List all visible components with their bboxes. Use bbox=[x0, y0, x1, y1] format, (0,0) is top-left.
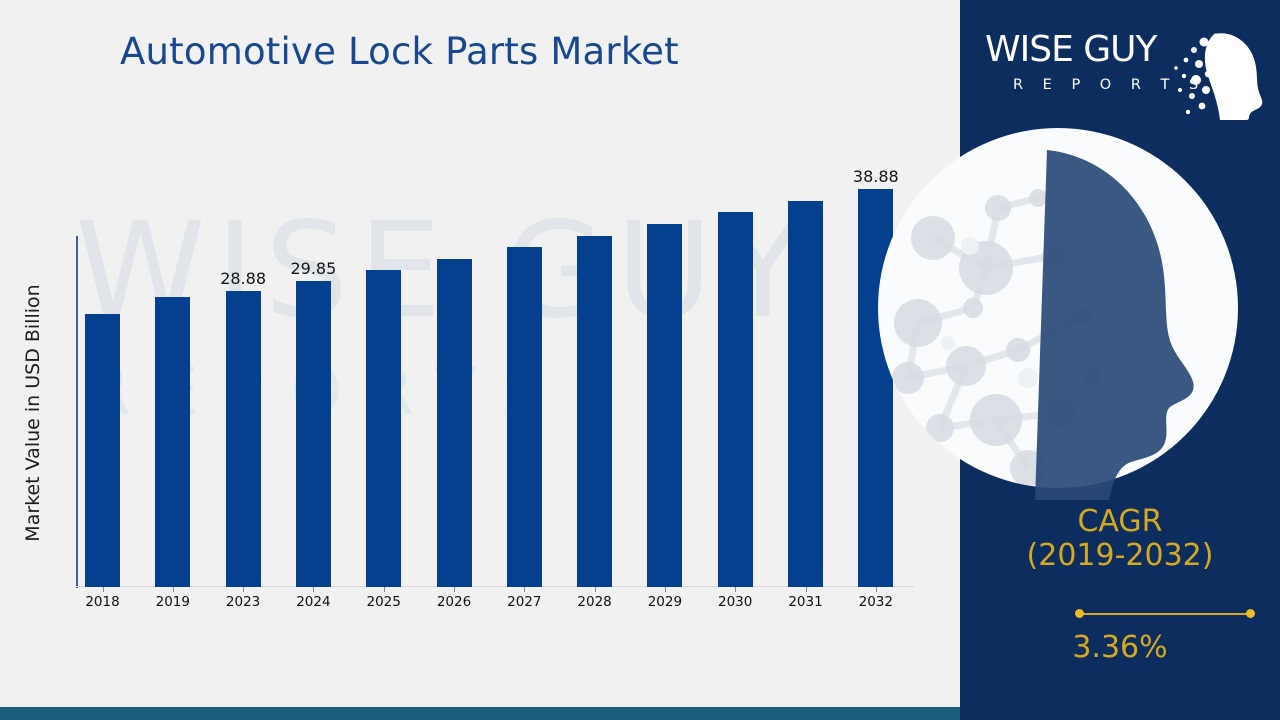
bar-value-label-2024: 29.85 bbox=[290, 259, 337, 279]
bar-2018 bbox=[85, 313, 120, 587]
logo-tagline: R E P O R T S bbox=[1013, 77, 1206, 93]
cagr-divider-dot-left bbox=[1075, 609, 1084, 618]
x-tick-label-2019: 2019 bbox=[155, 594, 190, 610]
cagr-block: CAGR (2019-2032) bbox=[960, 505, 1280, 572]
head-profile-icon bbox=[1035, 150, 1194, 500]
x-tick-mark-2032 bbox=[875, 587, 877, 592]
x-tick-mark-2027 bbox=[524, 587, 526, 592]
x-tick-label-2023: 2023 bbox=[225, 594, 261, 610]
x-tick-label-2028: 2028 bbox=[577, 594, 612, 610]
bar-plot: 2018 2019 28.88 2023 29.85 2024 2025 2026 2027 20… bbox=[85, 166, 899, 610]
x-tick-label-2030: 2030 bbox=[718, 594, 753, 610]
cagr-divider-line bbox=[1080, 613, 1250, 615]
y-axis-line bbox=[76, 236, 78, 588]
bar-2027 bbox=[506, 247, 542, 587]
bar-2031 bbox=[788, 201, 823, 587]
x-tick-label-2027: 2027 bbox=[507, 594, 542, 610]
bar-2030 bbox=[717, 212, 753, 587]
x-tick-label-2025: 2025 bbox=[366, 594, 401, 610]
x-axis-line bbox=[76, 586, 914, 587]
logo-wordmark: WISE GUY bbox=[985, 29, 1158, 70]
cagr-range: (2019-2032) bbox=[1026, 537, 1214, 573]
bar-2024 bbox=[295, 281, 331, 587]
x-tick-mark-2018 bbox=[102, 587, 104, 592]
cagr-divider bbox=[1075, 609, 1255, 618]
chart-panel: Automotive Lock Parts Market WISE GUY RE… bbox=[0, 30, 960, 720]
bar-2028 bbox=[577, 235, 613, 587]
bar-2023 bbox=[225, 291, 261, 587]
bar-2026 bbox=[436, 258, 472, 587]
bar-2019 bbox=[155, 297, 191, 587]
cagr-title: CAGR bbox=[1077, 504, 1163, 539]
bar-2025 bbox=[366, 269, 402, 587]
x-tick-label-2029: 2029 bbox=[647, 594, 683, 610]
bar-2029 bbox=[647, 224, 683, 587]
x-tick-label-2024: 2024 bbox=[296, 594, 331, 610]
x-tick-mark-2030 bbox=[735, 587, 737, 592]
x-tick-label-2026: 2026 bbox=[436, 594, 472, 610]
bottom-accent-strip bbox=[0, 707, 960, 720]
x-tick-mark-2025 bbox=[383, 587, 385, 592]
x-tick-mark-2019 bbox=[172, 587, 174, 592]
cagr-value: 3.36% bbox=[1072, 630, 1168, 665]
logo-dotted-head-icon bbox=[1174, 33, 1263, 120]
x-tick-label-2032: 2032 bbox=[858, 594, 893, 610]
bar-value-label-2032: 38.88 bbox=[852, 166, 899, 186]
cagr-divider-dot-right bbox=[1246, 609, 1255, 618]
x-tick-mark-2029 bbox=[664, 587, 666, 592]
x-tick-label-2018: 2018 bbox=[85, 594, 120, 610]
bar-value-label-2023: 28.88 bbox=[220, 269, 266, 289]
x-tick-label-2031: 2031 bbox=[788, 594, 823, 610]
x-tick-mark-2031 bbox=[805, 587, 807, 592]
x-tick-mark-2026 bbox=[454, 587, 455, 592]
x-tick-mark-2028 bbox=[594, 587, 596, 592]
x-tick-mark-2024 bbox=[313, 587, 315, 592]
page-title: Automotive Lock Parts Market bbox=[120, 30, 679, 73]
brand-logo[interactable]: WISE GUY R E P O R T S bbox=[985, 29, 1263, 120]
x-tick-mark-2023 bbox=[243, 587, 245, 592]
